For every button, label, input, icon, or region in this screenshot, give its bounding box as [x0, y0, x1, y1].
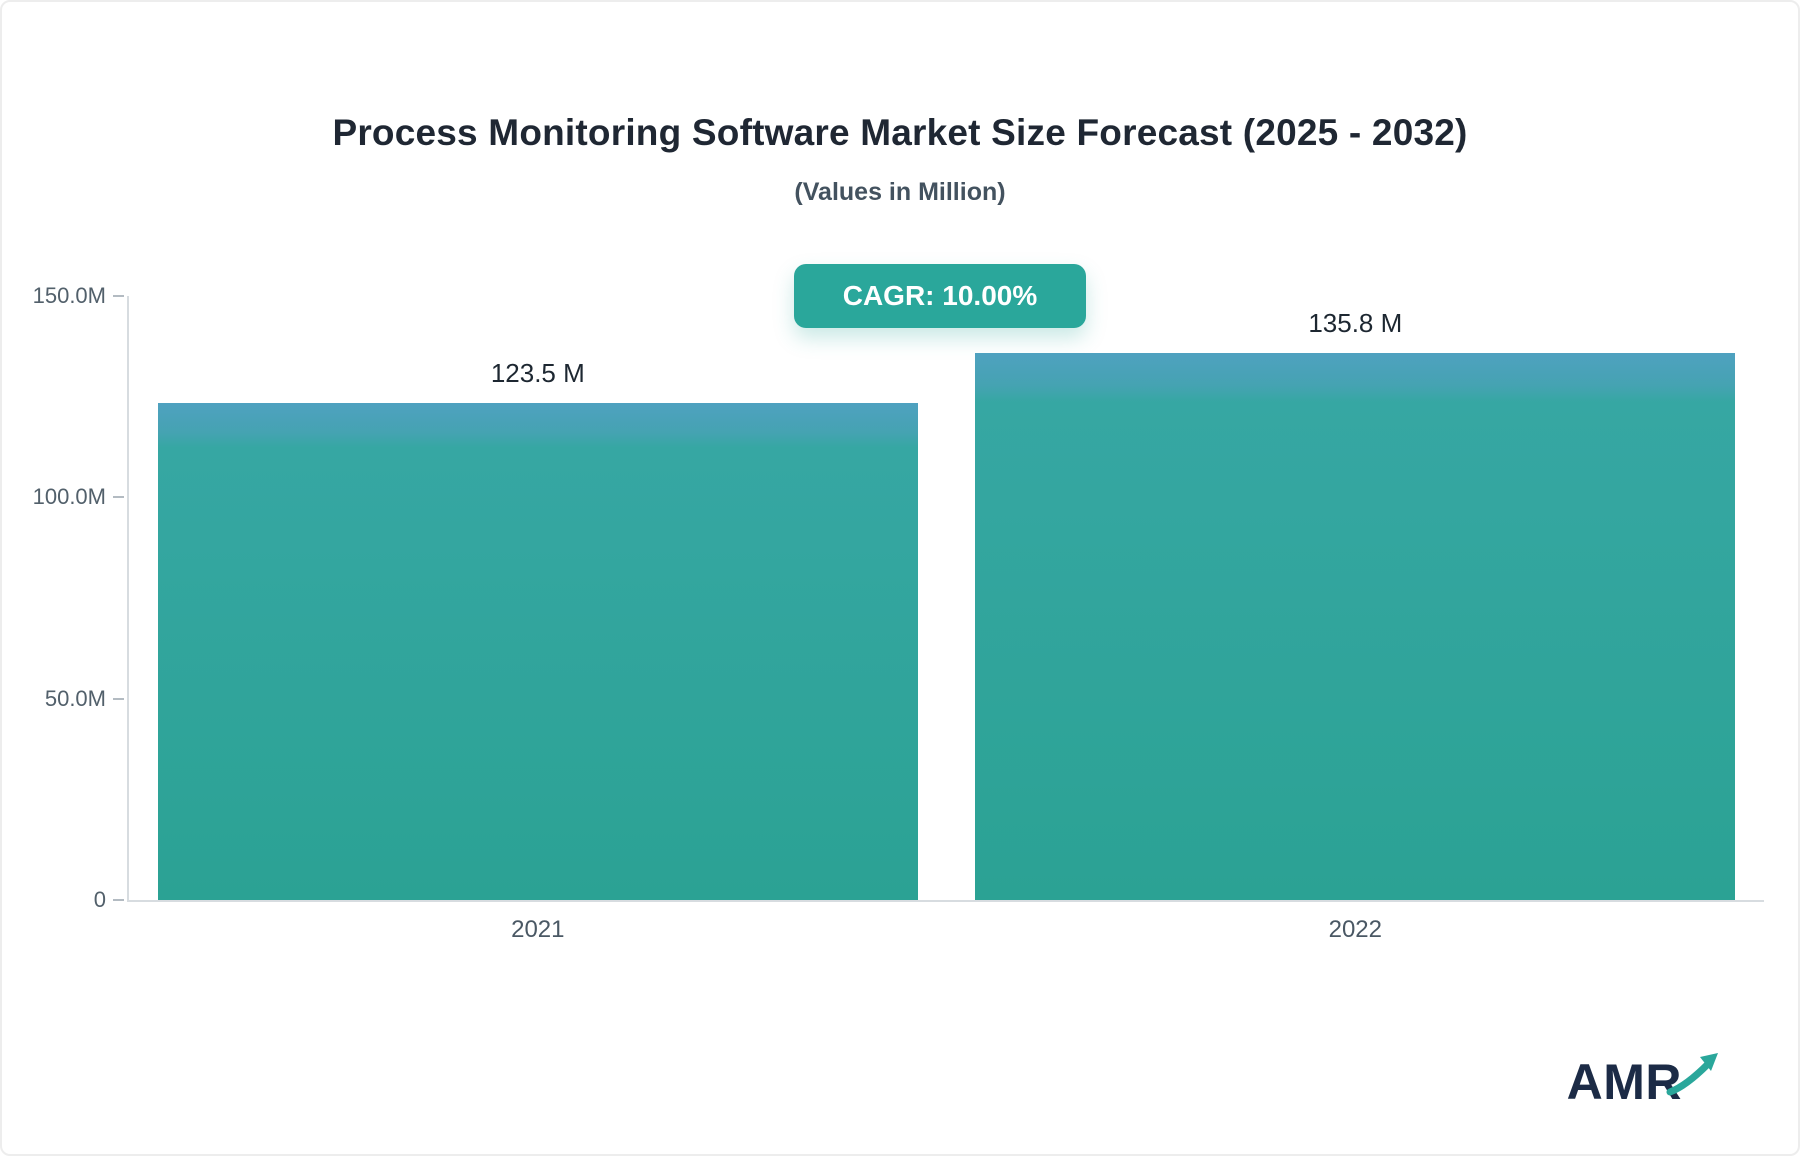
amr-logo: AMR: [1567, 1048, 1726, 1107]
cagr-badge: CAGR: 10.00%: [794, 264, 1086, 328]
y-tick-mark: [113, 496, 124, 499]
y-tick-label: 150.0M: [32, 283, 106, 308]
bar-2021: [157, 403, 918, 900]
x-axis-label: 2021: [511, 916, 565, 943]
y-tick-mark: [113, 899, 124, 901]
y-tick-label: 50.0M: [44, 685, 106, 711]
growth-arrow-icon: [1664, 1048, 1726, 1105]
chart-subtitle: (Values in Million): [794, 178, 1006, 206]
y-tick-label: 0: [93, 887, 106, 912]
y-tick-label: 100.0M: [32, 484, 106, 510]
bar-value-label: 123.5 M: [490, 358, 585, 388]
y-tick-mark: [113, 697, 124, 700]
plot-area: 123.5 M 2021 135.8 M 2022: [127, 296, 1764, 943]
y-tick-mark: [113, 295, 124, 297]
chart-title: Process Monitoring Software Market Size …: [332, 112, 1468, 153]
bar-value-label: 135.8 M: [1308, 308, 1403, 338]
amr-logo-text: AMR: [1566, 1054, 1682, 1110]
x-axis-label: 2022: [1328, 916, 1382, 943]
bar-2022: [975, 353, 1736, 900]
